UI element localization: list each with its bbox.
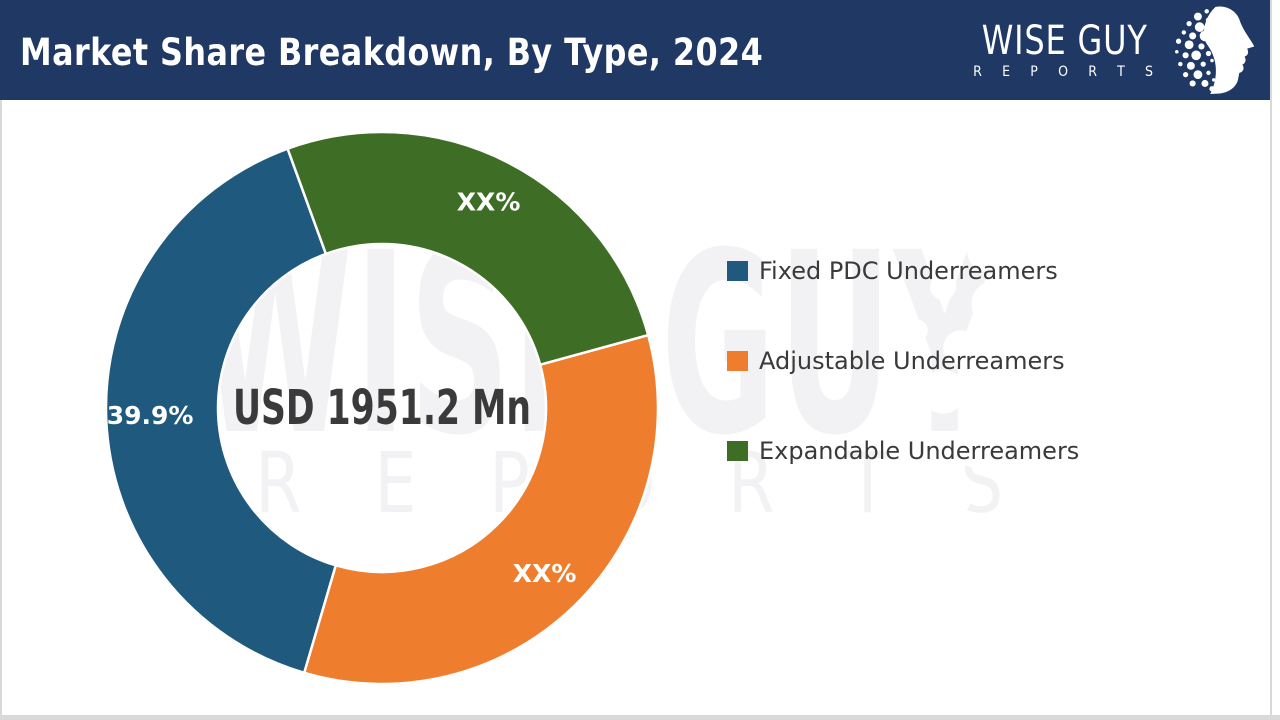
legend-swatch-icon	[727, 351, 748, 371]
left-border	[0, 100, 2, 716]
donut-slice-2	[286, 130, 650, 366]
legend-item-2: Expandable Underreamers	[727, 437, 1080, 465]
legend-swatch-icon	[727, 261, 748, 281]
donut-slice-0	[104, 147, 338, 675]
legend-label: Adjustable Underreamers	[759, 347, 1065, 375]
slice-value-label-2: XX%	[457, 187, 521, 216]
chart-center-value: USD 1951.2 Mn	[232, 380, 532, 436]
page-title: Market Share Breakdown, By Type, 2024	[20, 31, 764, 74]
legend-item-0: Fixed PDC Underreamers	[727, 257, 1079, 285]
legend-item-1: Adjustable Underreamers	[727, 347, 1079, 375]
brand-name: WISE GUY	[981, 18, 1148, 64]
legend-label: Expandable Underreamers	[759, 437, 1080, 465]
chart-legend: Fixed PDC Underreamers Adjustable Underre…	[727, 257, 1080, 528]
brand-logo-text: WISE GUY R E P O R T S	[957, 20, 1172, 80]
brand-tagline: R E P O R T S	[973, 64, 1162, 80]
right-border	[1270, 0, 1280, 720]
bottom-border	[0, 715, 1280, 720]
brand-logo: WISE GUY R E P O R T S	[957, 4, 1258, 96]
slice-value-label-1: XX%	[513, 559, 577, 588]
legend-swatch-icon	[727, 441, 748, 461]
brand-face-icon	[1175, 6, 1255, 94]
donut-slice-1	[303, 333, 660, 686]
header-bar: Market Share Breakdown, By Type, 2024 WI…	[0, 0, 1272, 100]
legend-label: Fixed PDC Underreamers	[759, 257, 1058, 285]
donut-chart: 39.9% XX% XX%	[104, 130, 660, 686]
slice-value-label-0: 39.9%	[107, 401, 194, 430]
